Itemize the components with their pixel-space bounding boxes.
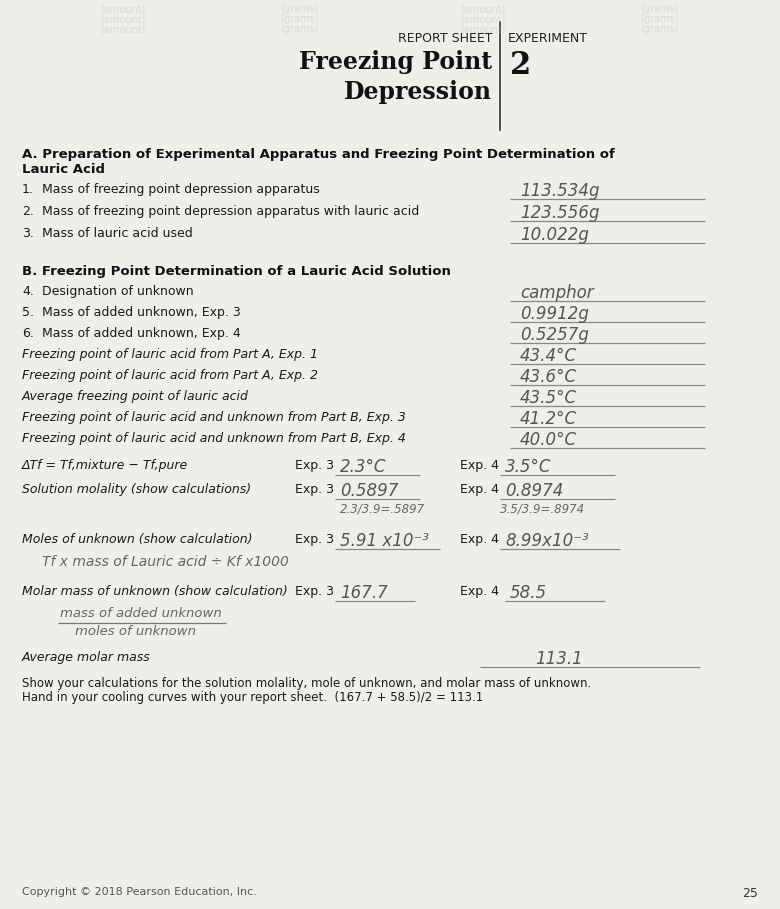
Text: (amount): (amount) [100, 24, 145, 34]
Text: 5.: 5. [22, 306, 34, 319]
Text: (grams): (grams) [280, 24, 318, 34]
Text: (grams): (grams) [280, 14, 318, 24]
Text: Solution molality (show calculations): Solution molality (show calculations) [22, 483, 251, 496]
Text: (amount): (amount) [460, 24, 505, 34]
Text: 58.5: 58.5 [510, 584, 547, 602]
Text: Mass of freezing point depression apparatus: Mass of freezing point depression appara… [42, 183, 320, 196]
Text: 3.: 3. [22, 227, 34, 240]
Text: 3.5°C: 3.5°C [505, 458, 551, 476]
Text: Mass of added unknown, Exp. 3: Mass of added unknown, Exp. 3 [42, 306, 241, 319]
Text: ΔTf = Tf,mixture − Tf,pure: ΔTf = Tf,mixture − Tf,pure [22, 459, 188, 472]
Text: Mass of freezing point depression apparatus with lauric acid: Mass of freezing point depression appara… [42, 205, 420, 218]
Text: 5.91 x10⁻³: 5.91 x10⁻³ [340, 532, 429, 550]
Text: 43.4°C: 43.4°C [520, 347, 577, 365]
Text: 123.556g: 123.556g [520, 204, 600, 222]
Text: Exp. 3: Exp. 3 [295, 459, 334, 472]
Text: 2: 2 [510, 50, 531, 81]
Text: 2.: 2. [22, 205, 34, 218]
Text: Molar mass of unknown (show calculation): Molar mass of unknown (show calculation) [22, 585, 288, 598]
Text: REPORT SHEET: REPORT SHEET [398, 32, 492, 45]
Text: Exp. 4: Exp. 4 [460, 533, 499, 546]
Text: Average freezing point of lauric acid: Average freezing point of lauric acid [22, 390, 249, 403]
Text: 0.8974: 0.8974 [505, 482, 563, 500]
Text: 6.: 6. [22, 327, 34, 340]
Text: Freezing point of lauric acid from Part A, Exp. 2: Freezing point of lauric acid from Part … [22, 369, 318, 382]
Text: moles of unknown: moles of unknown [75, 625, 196, 638]
Text: 40.0°C: 40.0°C [520, 431, 577, 449]
Text: (amount): (amount) [100, 4, 145, 14]
Text: Show your calculations for the solution molality, mole of unknown, and molar mas: Show your calculations for the solution … [22, 677, 591, 690]
Text: Exp. 4: Exp. 4 [460, 459, 499, 472]
Text: 113.534g: 113.534g [520, 182, 600, 200]
Text: Tf x mass of Lauric acid ÷ Kf x1000: Tf x mass of Lauric acid ÷ Kf x1000 [42, 555, 289, 569]
Text: 8.99x10⁻³: 8.99x10⁻³ [505, 532, 589, 550]
Text: Exp. 4: Exp. 4 [460, 483, 499, 496]
Text: Freezing point of lauric acid and unknown from Part B, Exp. 4: Freezing point of lauric acid and unknow… [22, 432, 406, 445]
Text: (grams): (grams) [280, 4, 318, 14]
Text: 41.2°C: 41.2°C [520, 410, 577, 428]
Text: camphor: camphor [520, 284, 594, 302]
Text: 43.5°C: 43.5°C [520, 389, 577, 407]
Text: Exp. 3: Exp. 3 [295, 533, 334, 546]
Text: Exp. 3: Exp. 3 [295, 585, 334, 598]
Text: 2.3°C: 2.3°C [340, 458, 387, 476]
Text: 25: 25 [742, 887, 758, 900]
Text: Lauric Acid: Lauric Acid [22, 163, 105, 176]
Text: Copyright © 2018 Pearson Education, Inc.: Copyright © 2018 Pearson Education, Inc. [22, 887, 257, 897]
Text: (amount): (amount) [460, 4, 505, 14]
Text: 0.5897: 0.5897 [340, 482, 399, 500]
Text: (grams): (grams) [640, 14, 679, 24]
Text: 1.: 1. [22, 183, 34, 196]
Text: 10.022g: 10.022g [520, 226, 589, 244]
Text: 167.7: 167.7 [340, 584, 388, 602]
Text: B. Freezing Point Determination of a Lauric Acid Solution: B. Freezing Point Determination of a Lau… [22, 265, 451, 278]
Text: Freezing Point: Freezing Point [299, 50, 492, 74]
Text: Designation of unknown: Designation of unknown [42, 285, 193, 298]
Text: Hand in your cooling curves with your report sheet.  (167.7 + 58.5)/2 = 113.1: Hand in your cooling curves with your re… [22, 691, 484, 704]
Text: Moles of unknown (show calculation): Moles of unknown (show calculation) [22, 533, 253, 546]
Text: (grams): (grams) [640, 24, 679, 34]
Text: 0.5257g: 0.5257g [520, 326, 589, 344]
Text: Exp. 4: Exp. 4 [460, 585, 499, 598]
Text: Freezing point of lauric acid and unknown from Part B, Exp. 3: Freezing point of lauric acid and unknow… [22, 411, 406, 424]
Text: Depression: Depression [344, 80, 492, 104]
Text: Freezing point of lauric acid from Part A, Exp. 1: Freezing point of lauric acid from Part … [22, 348, 318, 361]
Text: EXPERIMENT: EXPERIMENT [508, 32, 588, 45]
Text: Mass of lauric acid used: Mass of lauric acid used [42, 227, 193, 240]
Text: 113.1: 113.1 [535, 650, 583, 668]
Text: mass of added unknown: mass of added unknown [60, 607, 222, 620]
Text: 3.5/3.9=.8974: 3.5/3.9=.8974 [500, 502, 585, 515]
Text: Mass of added unknown, Exp. 4: Mass of added unknown, Exp. 4 [42, 327, 241, 340]
Text: (amount): (amount) [100, 14, 145, 24]
Text: A. Preparation of Experimental Apparatus and Freezing Point Determination of: A. Preparation of Experimental Apparatus… [22, 148, 615, 161]
Text: Exp. 3: Exp. 3 [295, 483, 334, 496]
Text: (grams): (grams) [640, 4, 679, 14]
Text: (amount): (amount) [460, 14, 505, 24]
Text: 2.3/3.9=.5897: 2.3/3.9=.5897 [340, 502, 425, 515]
Text: 43.6°C: 43.6°C [520, 368, 577, 386]
Text: 0.9912g: 0.9912g [520, 305, 589, 323]
Text: Average molar mass: Average molar mass [22, 651, 151, 664]
Text: 4.: 4. [22, 285, 34, 298]
